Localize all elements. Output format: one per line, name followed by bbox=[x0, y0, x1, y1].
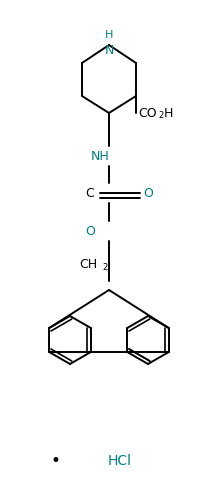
Text: HCl: HCl bbox=[108, 454, 132, 468]
Text: C: C bbox=[86, 187, 94, 200]
Text: •: • bbox=[50, 452, 60, 470]
Text: O: O bbox=[85, 224, 95, 237]
Text: NH: NH bbox=[91, 149, 109, 162]
Text: 2: 2 bbox=[102, 263, 108, 272]
Text: CO: CO bbox=[138, 107, 157, 120]
Text: O: O bbox=[143, 187, 153, 200]
Text: N: N bbox=[104, 43, 114, 56]
Text: H: H bbox=[164, 107, 173, 120]
Text: H: H bbox=[105, 30, 113, 40]
Text: 2: 2 bbox=[158, 111, 163, 120]
Text: CH: CH bbox=[79, 259, 97, 272]
